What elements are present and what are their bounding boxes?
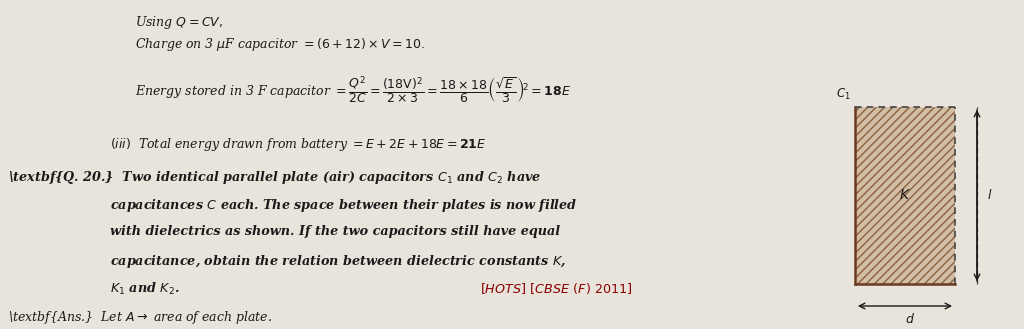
Text: $K_1$ and $K_2$.: $K_1$ and $K_2$. <box>110 281 179 297</box>
Text: $[HOTS]$ $[CBSE$ $(F)$ $2011]$: $[HOTS]$ $[CBSE$ $(F)$ $2011]$ <box>480 281 633 296</box>
Text: $C_1$: $C_1$ <box>837 87 851 102</box>
Text: capacitance, obtain the relation between dielectric constants $K$,: capacitance, obtain the relation between… <box>110 253 566 270</box>
Bar <box>855 107 955 284</box>
Text: \textbf{Ans.}  Let $A \rightarrow$ area of each plate.: \textbf{Ans.} Let $A \rightarrow$ area o… <box>8 309 272 326</box>
Text: $d$: $d$ <box>905 312 915 326</box>
Text: capacitances $C$ each. The space between their plates is now filled: capacitances $C$ each. The space between… <box>110 197 578 214</box>
Text: $K$: $K$ <box>899 189 911 203</box>
Text: $l$: $l$ <box>987 189 992 203</box>
Text: Using $Q = CV,$: Using $Q = CV,$ <box>135 14 223 31</box>
Text: $(iii)$  Total energy drawn from battery $= E + 2E + 18E = \mathbf{21}E$: $(iii)$ Total energy drawn from battery … <box>110 136 486 153</box>
Text: \textbf{Q. 20.}  Two identical parallel plate (air) capacitors $C_1$ and $C_2$ h: \textbf{Q. 20.} Two identical parallel p… <box>8 169 542 186</box>
Text: with dielectrics as shown. If the two capacitors still have equal: with dielectrics as shown. If the two ca… <box>110 225 560 238</box>
Bar <box>855 107 955 284</box>
Text: Charge on 3 $\mu$F capacitor $= (6 + 12) \times V = 10.$: Charge on 3 $\mu$F capacitor $= (6 + 12)… <box>135 36 425 53</box>
Text: Energy stored in 3 F capacitor $= \dfrac{Q^2}{2C} = \dfrac{(18\mathrm{V})^2}{2\t: Energy stored in 3 F capacitor $= \dfrac… <box>135 74 571 106</box>
